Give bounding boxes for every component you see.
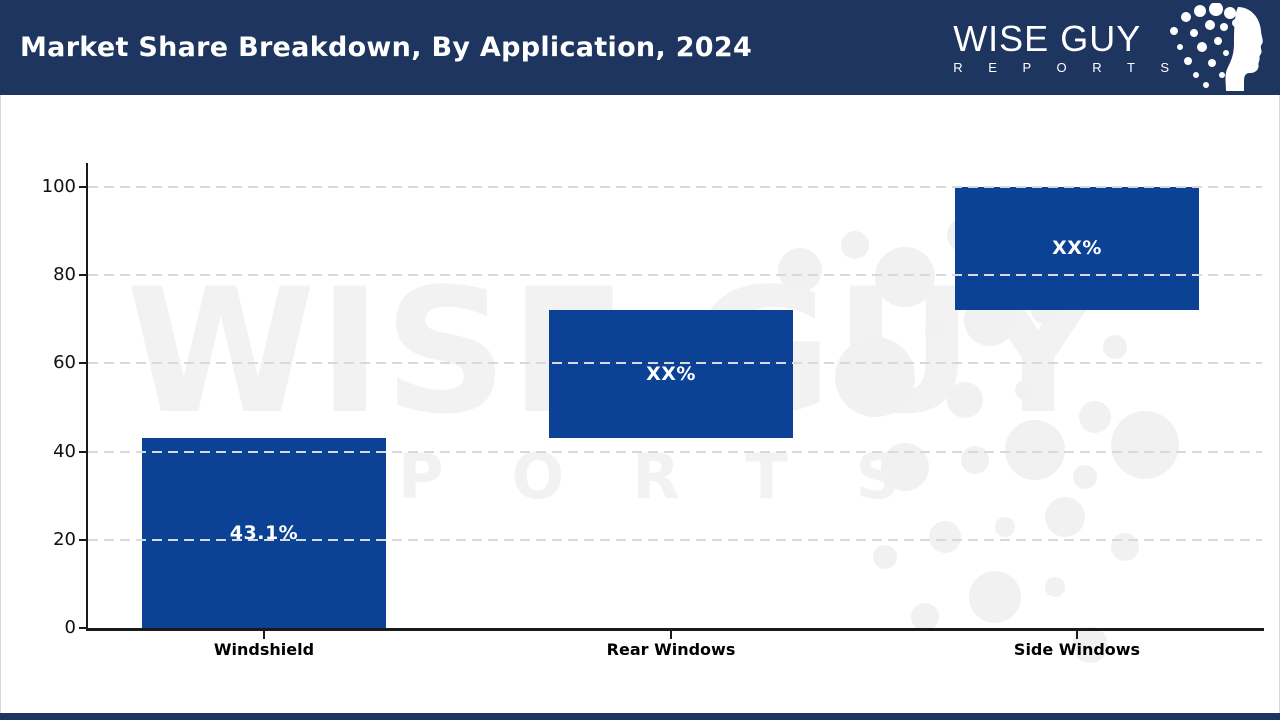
gridline xyxy=(88,362,1262,365)
brand-face-icon xyxy=(1170,2,1263,91)
footer-bar xyxy=(0,713,1280,720)
y-tick-label: 40 xyxy=(53,440,76,462)
y-tick-label: 60 xyxy=(53,352,76,374)
y-tick-mark xyxy=(79,538,88,541)
brand-logo: WISE GUY R E P O R T S xyxy=(953,0,1266,95)
x-axis-line xyxy=(86,628,1264,631)
header-bar: Market Share Breakdown, By Application, … xyxy=(0,0,1280,95)
x-category-label-rear-windows: Rear Windows xyxy=(606,640,736,659)
bar-windshield: 43.1% xyxy=(142,437,386,628)
x-tick-mark xyxy=(670,631,672,639)
chart-title: Market Share Breakdown, By Application, … xyxy=(20,32,753,63)
brand-subtitle: R E P O R T S xyxy=(953,59,1180,75)
bar-value-label: XX% xyxy=(1052,237,1102,260)
x-tick-mark xyxy=(263,631,265,639)
x-tick-mark xyxy=(1076,631,1078,639)
x-category-label-windshield: Windshield xyxy=(213,640,315,659)
y-tick-mark xyxy=(79,627,88,629)
gridline xyxy=(88,274,1262,277)
bar-rear-windows: XX% xyxy=(549,309,793,438)
bar-value-label: XX% xyxy=(646,362,696,385)
gridline xyxy=(88,538,1262,541)
bar-side-windows: XX% xyxy=(955,187,1199,310)
y-axis-line xyxy=(86,162,88,631)
gridline xyxy=(88,186,1262,188)
y-tick-mark xyxy=(79,274,88,277)
y-tick-mark xyxy=(79,362,88,365)
y-tick-label: 80 xyxy=(53,264,76,286)
brand-logo-text: WISE GUY R E P O R T S xyxy=(953,17,1180,75)
y-tick-label: 20 xyxy=(53,528,76,550)
gridline xyxy=(88,450,1262,453)
y-tick-label: 0 xyxy=(64,617,76,638)
bar-value-label: 43.1% xyxy=(229,521,299,544)
y-tick-mark xyxy=(79,450,88,453)
y-tick-mark xyxy=(79,186,88,188)
brand-name: WISE GUY xyxy=(953,17,1142,59)
y-tick-label: 100 xyxy=(41,176,76,197)
x-category-label-side-windows: Side Windows xyxy=(1013,640,1141,659)
